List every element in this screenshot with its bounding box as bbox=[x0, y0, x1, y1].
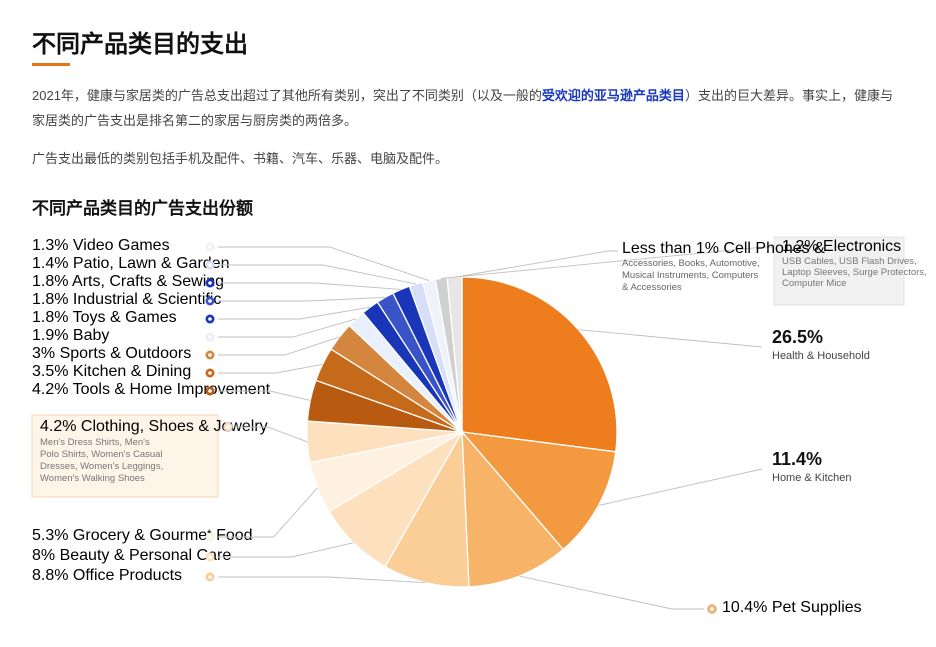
right-label-name: Home & Kitchen bbox=[772, 472, 851, 484]
right-small-label: 10.4% Pet Supplies bbox=[722, 599, 862, 616]
svg-text:Laptop Sleeves, Surge Protecto: Laptop Sleeves, Surge Protectors, bbox=[782, 267, 927, 278]
lessthan-label: Less than 1% Cell Phones & bbox=[622, 240, 825, 257]
leader-line bbox=[218, 364, 323, 373]
svg-text:Men's Dress Shirts, Men's: Men's Dress Shirts, Men's bbox=[40, 437, 150, 448]
left-label: 1.4% Patio, Lawn & Garden bbox=[32, 255, 229, 272]
svg-text:Computer Mice: Computer Mice bbox=[782, 278, 846, 289]
svg-text:Accessories, Books, Automotive: Accessories, Books, Automotive, bbox=[622, 258, 760, 269]
leader-line bbox=[218, 319, 356, 337]
leader-line bbox=[218, 307, 370, 319]
p1-prefix: 2021年，健康与家居类的广告总支出超过了其他所有类别，突出了不同类别（以及一般… bbox=[32, 88, 542, 103]
pie-svg: 1.3% Video Games1.4% Patio, Lawn & Garde… bbox=[32, 237, 904, 627]
pie-slice bbox=[462, 277, 617, 452]
amazon-categories-link[interactable]: 受欢迎的亚马逊产品类目 bbox=[542, 88, 685, 103]
left-label: 1.3% Video Games bbox=[32, 237, 170, 254]
page-title: 不同产品类目的支出 bbox=[32, 24, 904, 59]
svg-text:Polo Shirts, Women's Casual: Polo Shirts, Women's Casual bbox=[40, 449, 163, 460]
svg-text:& Accessories: & Accessories bbox=[622, 282, 682, 293]
svg-text:USB Cables, USB Flash Drives,: USB Cables, USB Flash Drives, bbox=[782, 256, 917, 267]
leader-line bbox=[218, 577, 426, 583]
chart-title: 不同产品类目的广告支出份额 bbox=[32, 194, 904, 219]
svg-text:Musical Instruments, Computers: Musical Instruments, Computers bbox=[622, 270, 758, 281]
left-label: 5.3% Grocery & Gourmet Food bbox=[32, 527, 253, 544]
svg-text:Dresses, Women's Leggings,: Dresses, Women's Leggings, bbox=[40, 461, 163, 472]
title-underline bbox=[32, 63, 70, 66]
leader-line bbox=[218, 543, 353, 557]
left-label: 3.5% Kitchen & Dining bbox=[32, 363, 191, 380]
left-label: 4.2% Tools & Home Improvement bbox=[32, 381, 271, 398]
left-label: 1.8% Toys & Games bbox=[32, 309, 177, 326]
leader-line bbox=[218, 283, 401, 289]
right-label-pct: 11.4% bbox=[772, 449, 822, 469]
left-label: 1.8% Industrial & Scientific bbox=[32, 291, 221, 308]
leader-line bbox=[218, 247, 429, 281]
leader-line bbox=[218, 297, 385, 301]
svg-text:4.2% Clothing, Shoes & Jewelry: 4.2% Clothing, Shoes & Jewelry bbox=[40, 418, 268, 435]
pie-chart: 1.3% Video Games1.4% Patio, Lawn & Garde… bbox=[32, 237, 904, 627]
left-label: 3% Sports & Outdoors bbox=[32, 345, 191, 362]
svg-text:Women's Walking Shoes: Women's Walking Shoes bbox=[40, 473, 145, 484]
leader-line bbox=[218, 265, 416, 284]
right-label-pct: 26.5% bbox=[772, 327, 823, 347]
left-label: 1.9% Baby bbox=[32, 327, 109, 344]
left-label: 8% Beauty & Personal Care bbox=[32, 547, 231, 564]
left-label: 1.8% Arts, Crafts & Sewing bbox=[32, 273, 224, 290]
left-label: 8.8% Office Products bbox=[32, 567, 182, 584]
paragraph-1: 2021年，健康与家居类的广告总支出超过了其他所有类别，突出了不同类别（以及一般… bbox=[32, 84, 904, 133]
paragraph-2: 广告支出最低的类别包括手机及配件、书籍、汽车、乐器、电脑及配件。 bbox=[32, 147, 904, 172]
leader-line bbox=[218, 337, 340, 355]
right-label-name: Health & Household bbox=[772, 350, 870, 362]
